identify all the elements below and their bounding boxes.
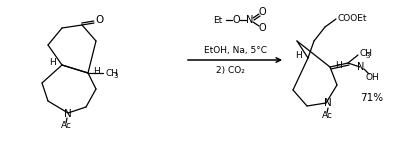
Text: O: O <box>232 15 240 25</box>
Text: OH: OH <box>365 73 379 82</box>
Text: H: H <box>335 60 342 69</box>
Text: Ac: Ac <box>322 112 332 121</box>
Text: 3: 3 <box>113 73 118 79</box>
Text: EtOH, Na, 5°C: EtOH, Na, 5°C <box>204 45 266 54</box>
Text: H: H <box>49 58 56 67</box>
Text: Et: Et <box>213 15 223 24</box>
Text: 2) CO₂: 2) CO₂ <box>216 65 244 75</box>
Text: O: O <box>258 23 266 33</box>
Text: O: O <box>258 7 266 17</box>
Text: N: N <box>64 109 72 119</box>
Text: CH: CH <box>360 49 373 58</box>
Text: H: H <box>295 50 302 60</box>
Text: N: N <box>324 98 332 108</box>
Text: N: N <box>357 62 365 72</box>
Text: 3: 3 <box>366 53 370 59</box>
Text: H: H <box>93 67 100 75</box>
Text: CH: CH <box>105 69 118 78</box>
Text: 71%: 71% <box>360 93 384 103</box>
Text: O: O <box>95 15 103 25</box>
Text: N: N <box>246 15 254 25</box>
Text: Ac: Ac <box>60 121 72 131</box>
Text: COOEt: COOEt <box>338 13 368 22</box>
